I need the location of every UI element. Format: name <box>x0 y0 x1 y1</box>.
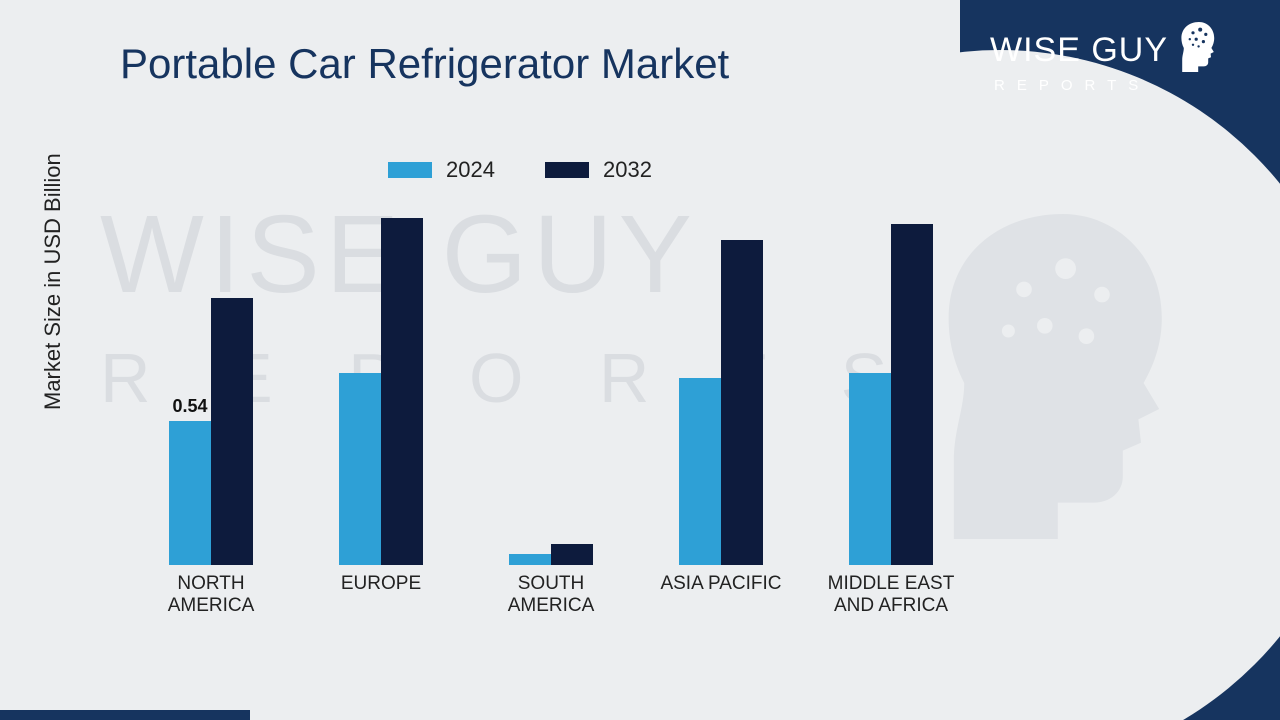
legend-label-2024: 2024 <box>446 157 495 183</box>
category-label-mea: MIDDLE EAST AND AFRICA <box>821 573 961 617</box>
bottom-accent-bar <box>0 710 250 720</box>
bar-2024-ap <box>679 378 721 565</box>
logo-main-text: WISE GUY <box>990 31 1168 70</box>
category-label-ap: ASIA PACIFIC <box>651 573 791 595</box>
bar-2032-na <box>211 298 253 565</box>
bar-2032-mea <box>891 224 933 565</box>
category-label-na: NORTH AMERICA <box>141 573 281 617</box>
bar-2032-ap <box>721 240 763 565</box>
plot-area: 0.54NORTH AMERICAEUROPESOUTH AMERICAASIA… <box>110 205 970 565</box>
legend-swatch-2032 <box>545 162 589 178</box>
bar-2024-eu <box>339 373 381 565</box>
bar-value-label: 0.54 <box>172 396 207 417</box>
bar-2032-eu <box>381 218 423 565</box>
logo-head-icon <box>1174 20 1220 81</box>
legend-item-2024: 2024 <box>388 157 495 183</box>
legend-swatch-2024 <box>388 162 432 178</box>
bar-2032-sa <box>551 544 593 565</box>
chart: 2024 2032 Market Size in USD Billion 0.5… <box>50 150 990 670</box>
legend-label-2032: 2032 <box>603 157 652 183</box>
bar-2024-mea <box>849 373 891 565</box>
y-axis-label: Market Size in USD Billion <box>40 153 66 410</box>
category-label-eu: EUROPE <box>311 573 451 595</box>
bar-2024-na: 0.54 <box>169 421 211 565</box>
legend-item-2032: 2032 <box>545 157 652 183</box>
logo: WISE GUY REPORTS <box>990 20 1250 94</box>
legend: 2024 2032 <box>50 150 990 190</box>
page-title: Portable Car Refrigerator Market <box>120 40 729 88</box>
page: WISE GUY R E P O R T S Portable Car Refr… <box>0 0 1280 720</box>
logo-main: WISE GUY <box>990 20 1250 81</box>
category-label-sa: SOUTH AMERICA <box>481 573 621 617</box>
bar-2024-sa <box>509 554 551 565</box>
